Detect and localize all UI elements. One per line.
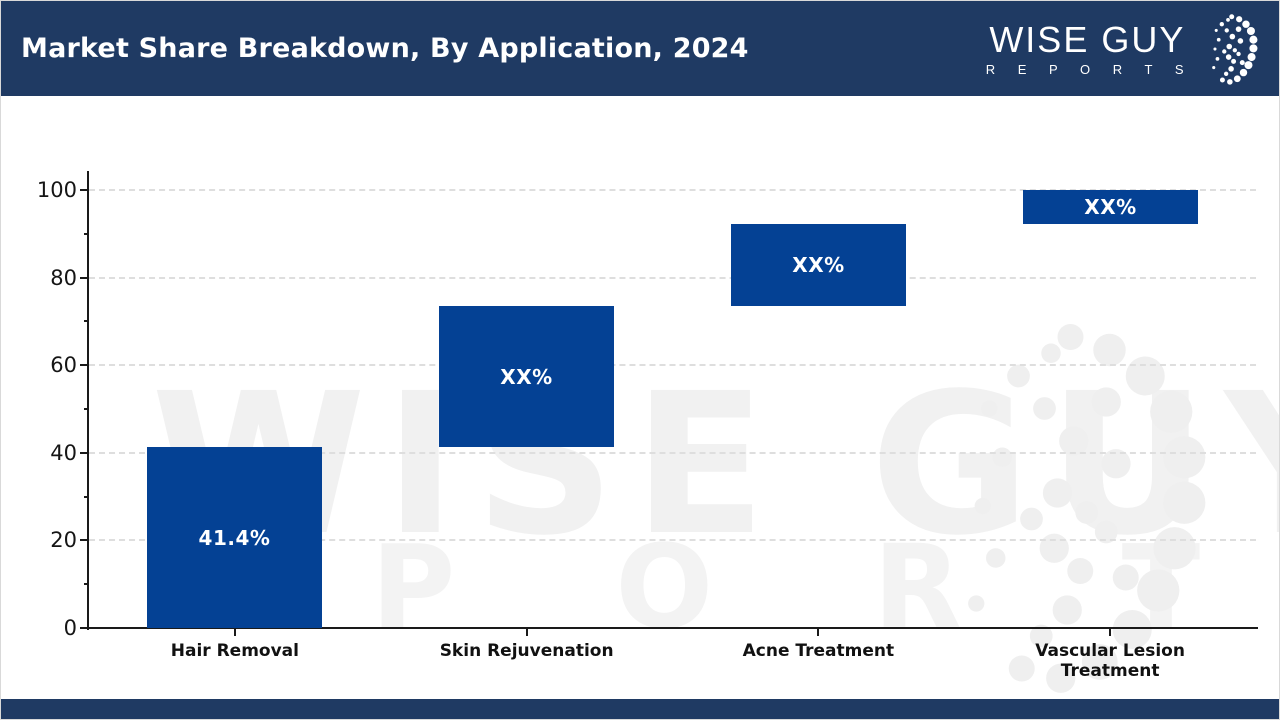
bar-vascular-lesion-treatment: XX%: [1023, 190, 1198, 224]
gridline-80: [89, 276, 1256, 279]
bar-value-label-hair-removal: 41.4%: [198, 525, 271, 550]
dotted-head-icon: [1212, 13, 1258, 85]
footer-bar: [1, 699, 1279, 719]
y-minor-tick-90: [84, 232, 89, 235]
gridline-100: [89, 189, 1256, 191]
x-tick-acne-treatment: [817, 628, 820, 636]
logo-wise-guy-text: WISE GUY: [989, 18, 1186, 60]
bar-acne-treatment: XX%: [731, 224, 906, 306]
y-minor-tick-30: [84, 495, 89, 498]
x-tick-hair-removal: [233, 628, 236, 636]
page-title: Market Share Breakdown, By Application, …: [21, 33, 749, 64]
x-axis-label-hair-removal: Hair Removal: [170, 641, 299, 661]
x-axis-label-acne-treatment: Acne Treatment: [742, 641, 895, 661]
logo-reports-text: R E P O R T S: [985, 61, 1193, 77]
y-tick-label-40: 40: [50, 440, 77, 465]
bar-value-label-skin-rejuvenation: XX%: [500, 364, 553, 389]
y-tick-100: [80, 189, 89, 191]
wise-guy-reports-logo: WISE GUY R E P O R T S: [982, 11, 1259, 87]
y-tick-80: [80, 276, 89, 279]
x-axis: [87, 627, 1258, 629]
gridline-20: [89, 539, 1256, 542]
gridline-40: [89, 451, 1256, 454]
y-tick-label-60: 60: [50, 353, 77, 378]
y-tick-20: [80, 539, 89, 542]
bar-value-label-vascular-lesion-treatment: XX%: [1084, 195, 1137, 219]
y-tick-60: [80, 364, 89, 367]
bar-value-label-acne-treatment: XX%: [792, 253, 845, 277]
y-axis: [87, 171, 89, 630]
bar-skin-rejuvenation: XX%: [439, 306, 614, 447]
y-tick-label-80: 80: [50, 265, 77, 290]
y-minor-tick-10: [84, 583, 89, 586]
x-tick-vascular-lesion-treatment: [1109, 628, 1112, 636]
header-bar: Market Share Breakdown, By Application, …: [1, 1, 1279, 96]
y-tick-label-100: 100: [36, 178, 77, 202]
bar-hair-removal: 41.4%: [147, 447, 322, 628]
x-axis-label-vascular-lesion-treatment: Vascular Lesion Treatment: [1035, 641, 1185, 681]
y-minor-tick-50: [84, 408, 89, 410]
gridline-60: [89, 364, 1256, 367]
y-minor-tick-70: [84, 320, 89, 323]
x-axis-label-skin-rejuvenation: Skin Rejuvenation: [439, 641, 614, 661]
logo-text: WISE GUY R E P O R T S: [982, 18, 1193, 77]
x-tick-skin-rejuvenation: [525, 628, 528, 636]
y-tick-40: [80, 451, 89, 454]
y-tick-label-0: 0: [63, 616, 77, 640]
y-tick-label-20: 20: [50, 528, 77, 553]
y-tick-0: [80, 627, 89, 629]
